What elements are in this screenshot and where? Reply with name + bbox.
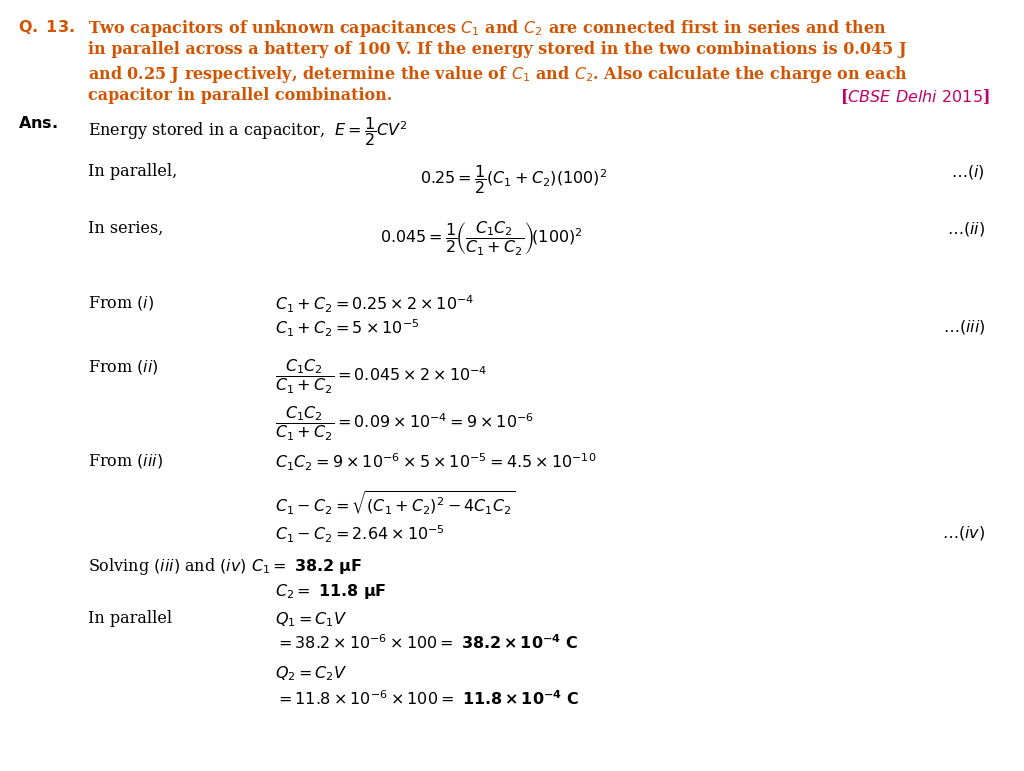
Text: $\dfrac{C_1 C_2}{C_1 + C_2} = 0.09 \times 10^{-4} = 9 \times 10^{-6}$: $\dfrac{C_1 C_2}{C_1 + C_2} = 0.09 \time… xyxy=(275,405,535,443)
Text: $C_1 - C_2 = 2.64 \times 10^{-5}$: $C_1 - C_2 = 2.64 \times 10^{-5}$ xyxy=(275,524,445,545)
Text: Energy stored in a capacitor,  $E = \dfrac{1}{2}CV^2$: Energy stored in a capacitor, $E = \dfra… xyxy=(88,115,408,148)
Text: $= 38.2 \times 10^{-6} \times 100 =\ \mathbf{38.2 \times 10^{-4}\ C}$: $= 38.2 \times 10^{-6} \times 100 =\ \ma… xyxy=(275,634,578,653)
Text: $C_1 - C_2 = \sqrt{(C_1 + C_2)^2 - 4C_1 C_2}$: $C_1 - C_2 = \sqrt{(C_1 + C_2)^2 - 4C_1 … xyxy=(275,490,515,517)
Text: Solving $(iii)$ and $(iv)$ $C_1 =\ \mathbf{38.2\ \mu F}$: Solving $(iii)$ and $(iv)$ $C_1 =\ \math… xyxy=(88,556,361,577)
Text: and 0.25 J respectively, determine the value of $C_1$ and $C_2$. Also calculate : and 0.25 J respectively, determine the v… xyxy=(88,64,908,85)
Text: in parallel across a battery of 100 V. If the energy stored in the two combinati: in parallel across a battery of 100 V. I… xyxy=(88,41,906,58)
Text: $0.045 = \dfrac{1}{2}\!\left(\dfrac{C_1 C_2}{C_1 + C_2}\right)\!(100)^2$: $0.045 = \dfrac{1}{2}\!\left(\dfrac{C_1 … xyxy=(380,220,583,258)
Text: $\dfrac{C_1 C_2}{C_1 + C_2} = 0.045 \times 2 \times 10^{-4}$: $\dfrac{C_1 C_2}{C_1 + C_2} = 0.045 \tim… xyxy=(275,358,487,396)
Text: $C_2 =\ \mathbf{11.8\ \mu F}$: $C_2 =\ \mathbf{11.8\ \mu F}$ xyxy=(275,582,386,601)
Text: [$\it{CBSE\ Delhi\ 2015}$]: [$\it{CBSE\ Delhi\ 2015}$] xyxy=(841,87,990,106)
Text: $Q_2 = C_2 V$: $Q_2 = C_2 V$ xyxy=(275,664,347,682)
Text: In parallel,: In parallel, xyxy=(88,163,177,180)
Text: $\ldots(ii)$: $\ldots(ii)$ xyxy=(947,220,985,238)
Text: $\ldots(iv)$: $\ldots(iv)$ xyxy=(942,524,985,542)
Text: capacitor in parallel combination.: capacitor in parallel combination. xyxy=(88,87,392,104)
Text: $\mathbf{Ans.}$: $\mathbf{Ans.}$ xyxy=(18,115,57,132)
Text: $Q_1 = C_1 V$: $Q_1 = C_1 V$ xyxy=(275,610,347,628)
Text: $C_1 + C_2 = 0.25 \times 2 \times 10^{-4}$: $C_1 + C_2 = 0.25 \times 2 \times 10^{-4… xyxy=(275,294,474,315)
Text: $C_1 + C_2 = 5 \times 10^{-5}$: $C_1 + C_2 = 5 \times 10^{-5}$ xyxy=(275,318,420,339)
Text: $\ldots(i)$: $\ldots(i)$ xyxy=(951,163,985,181)
Text: Two capacitors of unknown capacitances $C_1$ and $C_2$ are connected first in se: Two capacitors of unknown capacitances $… xyxy=(88,18,887,39)
Text: From $(iii)$: From $(iii)$ xyxy=(88,452,163,470)
Text: $= 11.8 \times 10^{-6} \times 100 =\ \mathbf{11.8 \times 10^{-4}\ C}$: $= 11.8 \times 10^{-6} \times 100 =\ \ma… xyxy=(275,690,579,709)
Text: $\mathbf{Q.\ 13.}$: $\mathbf{Q.\ 13.}$ xyxy=(18,18,75,36)
Text: In series,: In series, xyxy=(88,220,164,237)
Text: $0.25 = \dfrac{1}{2}(C_1 + C_2)(100)^2$: $0.25 = \dfrac{1}{2}(C_1 + C_2)(100)^2$ xyxy=(420,163,607,196)
Text: In parallel: In parallel xyxy=(88,610,172,627)
Text: From $(ii)$: From $(ii)$ xyxy=(88,358,159,376)
Text: $\ldots(iii)$: $\ldots(iii)$ xyxy=(942,318,985,336)
Text: From $(i)$: From $(i)$ xyxy=(88,294,155,312)
Text: $C_1 C_2 = 9\times10^{-6}\times5\times10^{-5} = 4.5 \times 10^{-10}$: $C_1 C_2 = 9\times10^{-6}\times5\times10… xyxy=(275,452,596,473)
